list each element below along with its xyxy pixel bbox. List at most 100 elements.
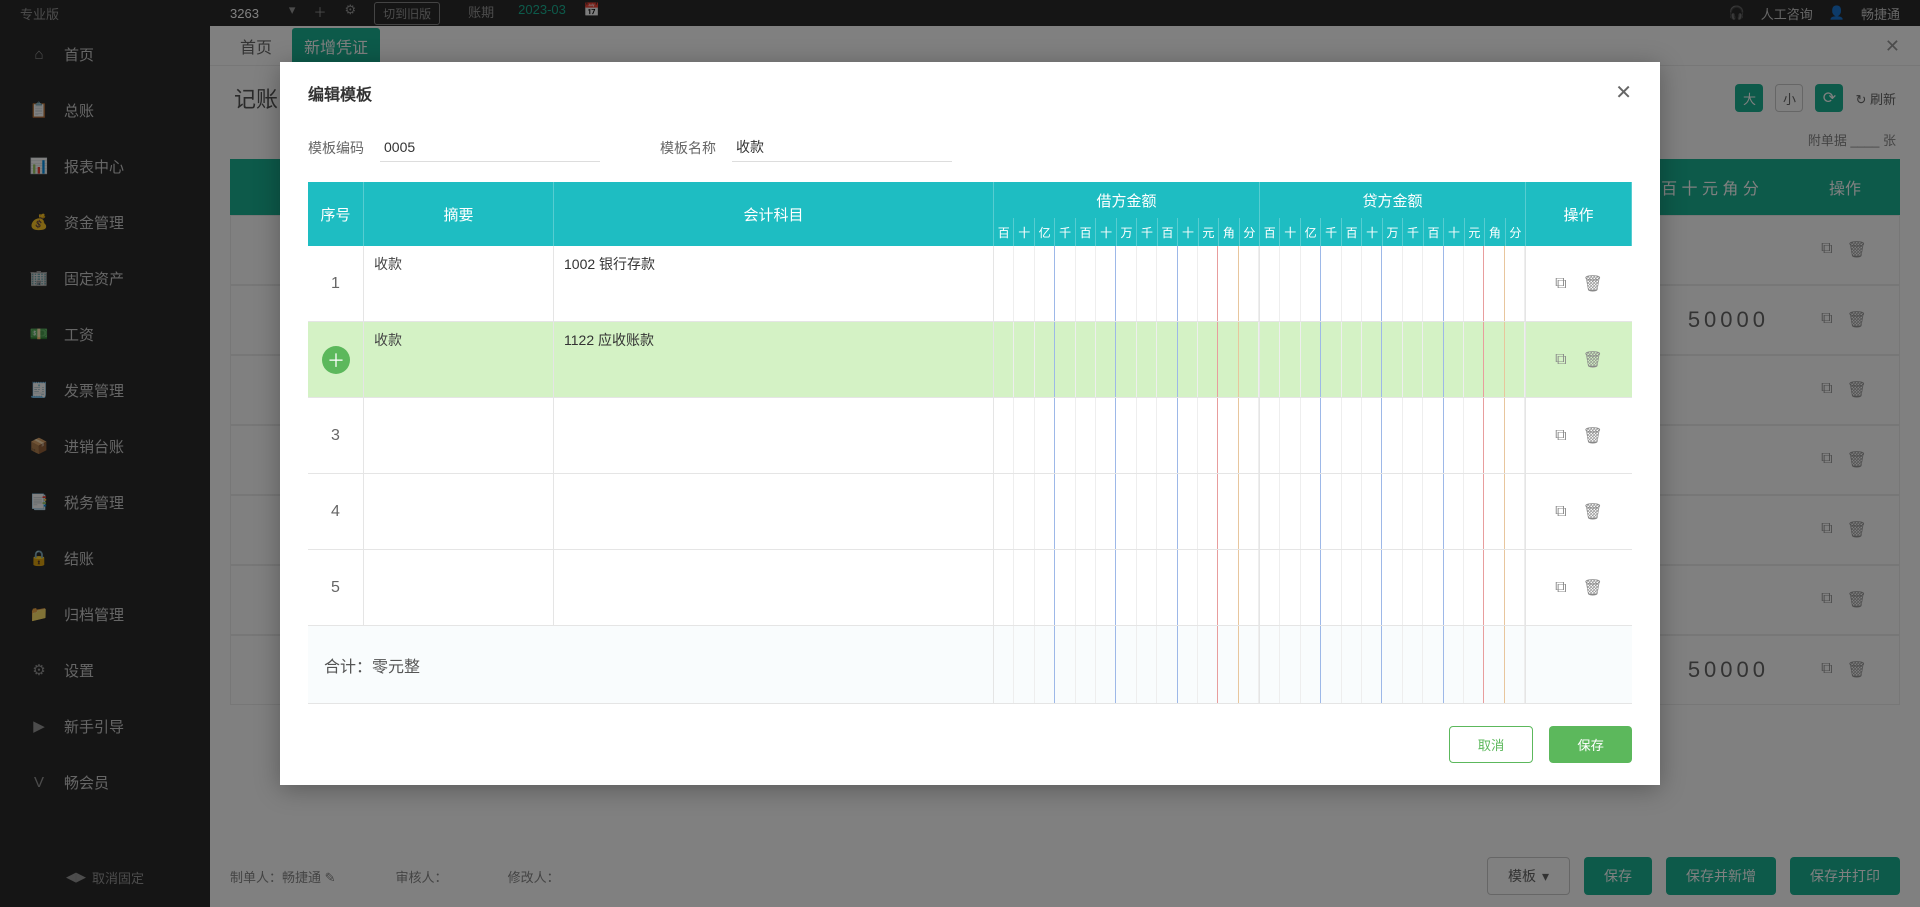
size-small-button[interactable]: 小 [1775,84,1803,112]
copy-icon[interactable]: ⧉ [1821,590,1832,610]
delete-icon[interactable]: 🗑 [1847,450,1867,470]
tab-active[interactable]: 新增凭证 [292,28,380,64]
save-new-button[interactable]: 保存并新增 [1666,857,1776,895]
add-row-button[interactable]: ＋ [322,346,350,374]
copy-icon[interactable]: ⧉ [1555,351,1566,369]
template-code-input[interactable] [380,133,600,162]
copy-icon[interactable]: ⧉ [1555,579,1566,597]
refresh-icon[interactable]: ⟳ [1815,84,1843,112]
row-summary[interactable]: 收款 [364,246,554,321]
assets-icon: 🏢 [30,269,48,287]
sidebar-item-guide[interactable]: ▶新手引导 [0,698,210,754]
digit-header: 亿 [1035,218,1055,246]
copy-icon[interactable]: ⧉ [1821,310,1832,330]
row-ops: ⧉🗑 [1526,246,1632,321]
unpin-button[interactable]: ◀▶ 取消固定 [0,857,210,897]
delete-icon[interactable]: 🗑 [1847,520,1867,540]
row-credit[interactable] [1260,398,1526,473]
digit-header: 万 [1383,218,1403,246]
support-icon[interactable]: 🎧 [1729,5,1745,21]
copy-icon[interactable]: ⧉ [1555,503,1566,521]
sidebar-item-settings[interactable]: ⚙设置 [0,642,210,698]
sidebar-item-closing[interactable]: 🔒结账 [0,530,210,586]
sidebar-item-member[interactable]: V畅会员 [0,754,210,810]
row-summary[interactable]: 收款 [364,322,554,397]
copy-icon[interactable]: ⧉ [1821,520,1832,540]
row-summary[interactable] [364,550,554,625]
tab-home[interactable]: 首页 [230,28,282,64]
delete-icon[interactable]: 🗑 [1583,274,1603,294]
row-debit[interactable] [994,398,1260,473]
delete-icon[interactable]: 🗑 [1847,240,1867,260]
guide-icon: ▶ [30,717,48,735]
gear-icon[interactable]: ⚙ [344,2,356,25]
size-big-button[interactable]: 大 [1735,84,1763,112]
row-credit[interactable] [1260,246,1526,321]
delete-icon[interactable]: 🗑 [1583,578,1603,598]
save-button[interactable]: 保存 [1584,857,1652,895]
calendar-icon[interactable]: 📅 [584,2,600,25]
row-debit[interactable] [994,322,1260,397]
sidebar-item-invoice[interactable]: 🧾发票管理 [0,362,210,418]
sidebar-item-assets[interactable]: 🏢固定资产 [0,250,210,306]
period-value[interactable]: 2023-03 [518,2,566,25]
delete-icon[interactable]: 🗑 [1847,590,1867,610]
copy-icon[interactable]: ⧉ [1821,380,1832,400]
copy-icon[interactable]: ⧉ [1821,240,1832,260]
closing-icon: 🔒 [30,549,48,567]
switch-version-button[interactable]: 切到旧版 [374,2,440,25]
sidebar-item-funds[interactable]: 💰资金管理 [0,194,210,250]
col-debit: 借方金额 [994,182,1260,218]
avatar-icon[interactable]: 👤 [1829,5,1845,21]
tab-close-icon[interactable]: ✕ [1885,36,1900,57]
row-subject[interactable] [554,398,994,473]
sidebar-item-reports[interactable]: 📊报表中心 [0,138,210,194]
sidebar-item-archive[interactable]: 📁归档管理 [0,586,210,642]
copy-icon[interactable]: ⧉ [1821,450,1832,470]
plus-icon[interactable]: ＋ [313,2,326,25]
modal-title: 编辑模板 [308,81,372,105]
cancel-button[interactable]: 取消 [1449,726,1534,763]
row-credit[interactable] [1260,550,1526,625]
close-icon[interactable]: ✕ [1615,80,1632,105]
delete-icon[interactable]: 🗑 [1847,660,1867,680]
row-seq: ＋ [308,322,364,397]
delete-icon[interactable]: 🗑 [1847,380,1867,400]
sidebar-item-inventory[interactable]: 📦进销台账 [0,418,210,474]
row-debit[interactable] [994,550,1260,625]
save-print-button[interactable]: 保存并打印 [1790,857,1900,895]
col-credit: 贷方金额 [1260,182,1526,218]
salary-icon: 💵 [30,325,48,343]
dropdown-icon[interactable]: ▾ [289,2,296,25]
row-subject[interactable]: 1122 应收账款 [554,322,994,397]
row-debit[interactable] [994,246,1260,321]
template-name-label: 模板名称 [660,138,716,158]
copy-icon[interactable]: ⧉ [1555,275,1566,293]
sidebar-item-ledger[interactable]: 📋总账 [0,82,210,138]
template-button[interactable]: 模板 ▾ [1487,857,1570,895]
modal-save-button[interactable]: 保存 [1549,726,1632,763]
delete-icon[interactable]: 🗑 [1583,350,1603,370]
row-credit[interactable] [1260,322,1526,397]
sidebar-item-salary[interactable]: 💵工资 [0,306,210,362]
delete-icon[interactable]: 🗑 [1583,502,1603,522]
template-name-input[interactable] [732,133,952,162]
row-summary[interactable] [364,398,554,473]
sidebar-item-tax[interactable]: 📑税务管理 [0,474,210,530]
row-debit[interactable] [994,474,1260,549]
row-subject[interactable] [554,550,994,625]
row-subject[interactable] [554,474,994,549]
copy-icon[interactable]: ⧉ [1555,427,1566,445]
row-summary[interactable] [364,474,554,549]
digit-header: 亿 [1301,218,1321,246]
user-name[interactable]: 畅捷通 [1861,4,1900,23]
row-credit[interactable] [1260,474,1526,549]
org-code[interactable]: 3263 [210,6,279,21]
delete-icon[interactable]: 🗑 [1583,426,1603,446]
sidebar-item-home[interactable]: ⌂首页 [0,26,210,82]
row-subject[interactable]: 1002 银行存款 [554,246,994,321]
delete-icon[interactable]: 🗑 [1847,310,1867,330]
refresh-label[interactable]: ↻ 刷新 [1855,89,1896,108]
copy-icon[interactable]: ⧉ [1821,660,1832,680]
support-label[interactable]: 人工咨询 [1761,4,1813,23]
